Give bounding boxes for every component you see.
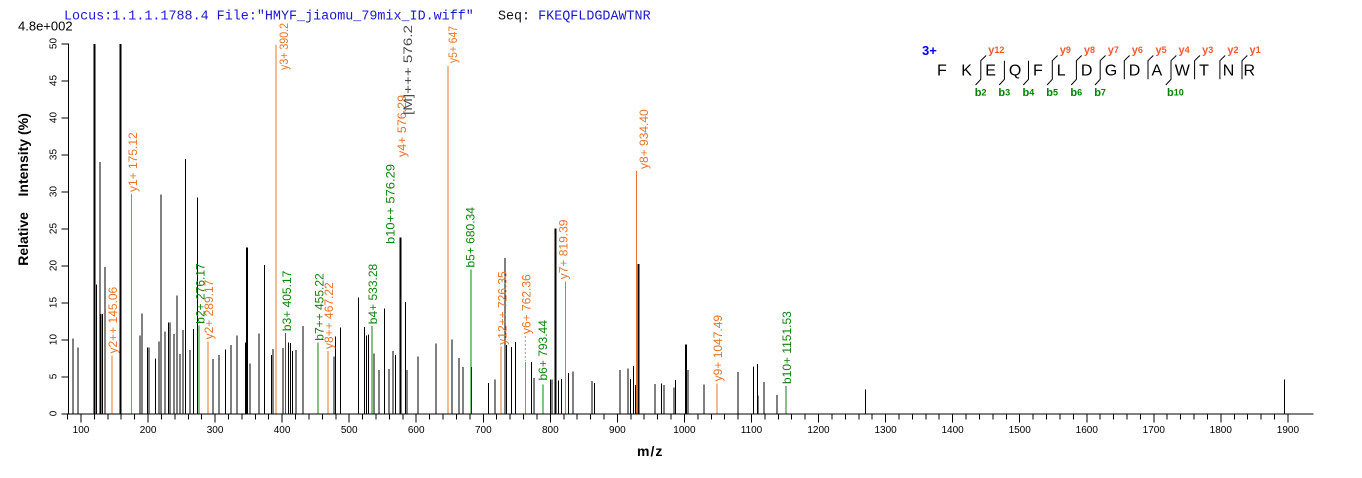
svg-text:1600: 1600 xyxy=(1076,425,1099,436)
svg-text:D: D xyxy=(1129,63,1141,80)
svg-text:5: 5 xyxy=(49,373,60,379)
svg-text:y2+ 289.17: y2+ 289.17 xyxy=(202,279,216,339)
svg-text:10: 10 xyxy=(49,334,60,346)
svg-text:G: G xyxy=(1105,63,1117,80)
svg-text:y7+ 819.39: y7+ 819.39 xyxy=(557,219,571,279)
svg-text:400: 400 xyxy=(274,425,291,436)
svg-text:F: F xyxy=(1033,63,1043,80)
svg-text:A: A xyxy=(1152,63,1163,80)
svg-text:3+: 3+ xyxy=(922,43,937,58)
svg-text:1000: 1000 xyxy=(673,425,696,436)
svg-text:y12++ 726.35: y12++ 726.35 xyxy=(496,271,510,345)
svg-text:200: 200 xyxy=(140,425,157,436)
svg-text:40: 40 xyxy=(49,112,60,124)
svg-text:y7: y7 xyxy=(1108,45,1119,57)
svg-text:y1: y1 xyxy=(1250,45,1261,57)
svg-text:y2++ 145.06: y2++ 145.06 xyxy=(106,286,120,353)
svg-text:Q: Q xyxy=(1009,63,1021,80)
svg-text:y4: y4 xyxy=(1179,45,1190,57)
svg-text:W: W xyxy=(1175,63,1191,80)
svg-text:45: 45 xyxy=(49,75,60,87)
svg-text:20: 20 xyxy=(49,260,60,272)
svg-text:1900: 1900 xyxy=(1277,425,1300,436)
svg-text:y6: y6 xyxy=(1132,45,1143,57)
svg-text:y12: y12 xyxy=(988,45,1004,57)
svg-text:y8+ 934.40: y8+ 934.40 xyxy=(637,109,651,169)
svg-text:800: 800 xyxy=(542,425,559,436)
svg-text:1400: 1400 xyxy=(941,425,964,436)
svg-text:b10: b10 xyxy=(1167,87,1184,99)
svg-text:0: 0 xyxy=(49,410,60,416)
svg-text:b2: b2 xyxy=(975,87,987,99)
svg-text:1300: 1300 xyxy=(874,425,897,436)
svg-text:m/z: m/z xyxy=(637,443,663,459)
svg-text:1700: 1700 xyxy=(1143,425,1166,436)
svg-text:700: 700 xyxy=(475,425,492,436)
svg-text:E: E xyxy=(985,63,996,80)
svg-text:b7++ 455.22: b7++ 455.22 xyxy=(313,273,327,341)
svg-text:y5+ 647: y5+ 647 xyxy=(446,26,460,63)
svg-text:15: 15 xyxy=(49,297,60,309)
svg-text:y2: y2 xyxy=(1227,45,1238,57)
svg-text:D: D xyxy=(1081,63,1093,80)
svg-text:1200: 1200 xyxy=(807,425,830,436)
svg-text:y9: y9 xyxy=(1060,45,1071,57)
svg-text:y4+ 576.29: y4+ 576.29 xyxy=(395,95,409,157)
svg-text:35: 35 xyxy=(49,149,60,161)
svg-text:R: R xyxy=(1244,63,1256,80)
svg-text:b4+ 533.28: b4+ 533.28 xyxy=(366,263,380,324)
svg-text:b6: b6 xyxy=(1070,87,1082,99)
svg-text:N: N xyxy=(1223,63,1235,80)
svg-text:y9+ 1047.49: y9+ 1047.49 xyxy=(711,315,725,382)
svg-text:900: 900 xyxy=(609,425,626,436)
svg-text:b3+ 405.17: b3+ 405.17 xyxy=(280,270,294,331)
svg-text:Locus:1.1.1.1788.4 File:"HMYF_: Locus:1.1.1.1788.4 File:"HMYF_jiaomu_79m… xyxy=(64,10,651,25)
svg-text:b10++ 576.29: b10++ 576.29 xyxy=(384,164,398,244)
svg-text:y3: y3 xyxy=(1202,45,1213,57)
svg-text:b5+ 680.34: b5+ 680.34 xyxy=(463,207,477,268)
svg-text:y6+ 762.36: y6+ 762.36 xyxy=(520,274,534,334)
svg-text:y8: y8 xyxy=(1084,45,1095,57)
svg-text:500: 500 xyxy=(341,425,358,436)
svg-text:50: 50 xyxy=(49,38,60,50)
svg-text:L: L xyxy=(1057,63,1066,80)
svg-text:b2+ 276.17: b2+ 276.17 xyxy=(194,263,208,324)
svg-text:b7: b7 xyxy=(1094,87,1106,99)
svg-text:1500: 1500 xyxy=(1009,425,1032,436)
svg-text:4.8e+002: 4.8e+002 xyxy=(18,19,73,34)
svg-text:y3+ 390.2: y3+ 390.2 xyxy=(277,23,291,70)
svg-text:b6+ 793.44: b6+ 793.44 xyxy=(536,320,550,381)
svg-text:1100: 1100 xyxy=(741,425,763,436)
svg-text:600: 600 xyxy=(408,425,425,436)
svg-text:F: F xyxy=(937,63,947,80)
svg-text:b4: b4 xyxy=(1023,87,1035,99)
svg-text:K: K xyxy=(961,63,972,80)
svg-text:y5: y5 xyxy=(1156,45,1167,57)
svg-text:y8++ 467.22: y8++ 467.22 xyxy=(322,282,336,349)
svg-text:100: 100 xyxy=(73,425,90,436)
svg-text:y1+ 175.12: y1+ 175.12 xyxy=(126,132,140,192)
svg-text:b10+ 1151.53: b10+ 1151.53 xyxy=(780,311,794,384)
svg-text:30: 30 xyxy=(49,186,60,198)
svg-text:300: 300 xyxy=(207,425,224,436)
svg-text:25: 25 xyxy=(49,223,60,235)
svg-text:T: T xyxy=(1199,63,1209,80)
svg-text:Relative Intensity (%): Relative Intensity (%) xyxy=(15,113,31,265)
svg-text:1800: 1800 xyxy=(1210,425,1233,436)
svg-text:b3: b3 xyxy=(998,87,1010,99)
svg-text:[M]+++ 576.2: [M]+++ 576.2 xyxy=(401,25,415,115)
svg-text:b5: b5 xyxy=(1046,87,1058,99)
